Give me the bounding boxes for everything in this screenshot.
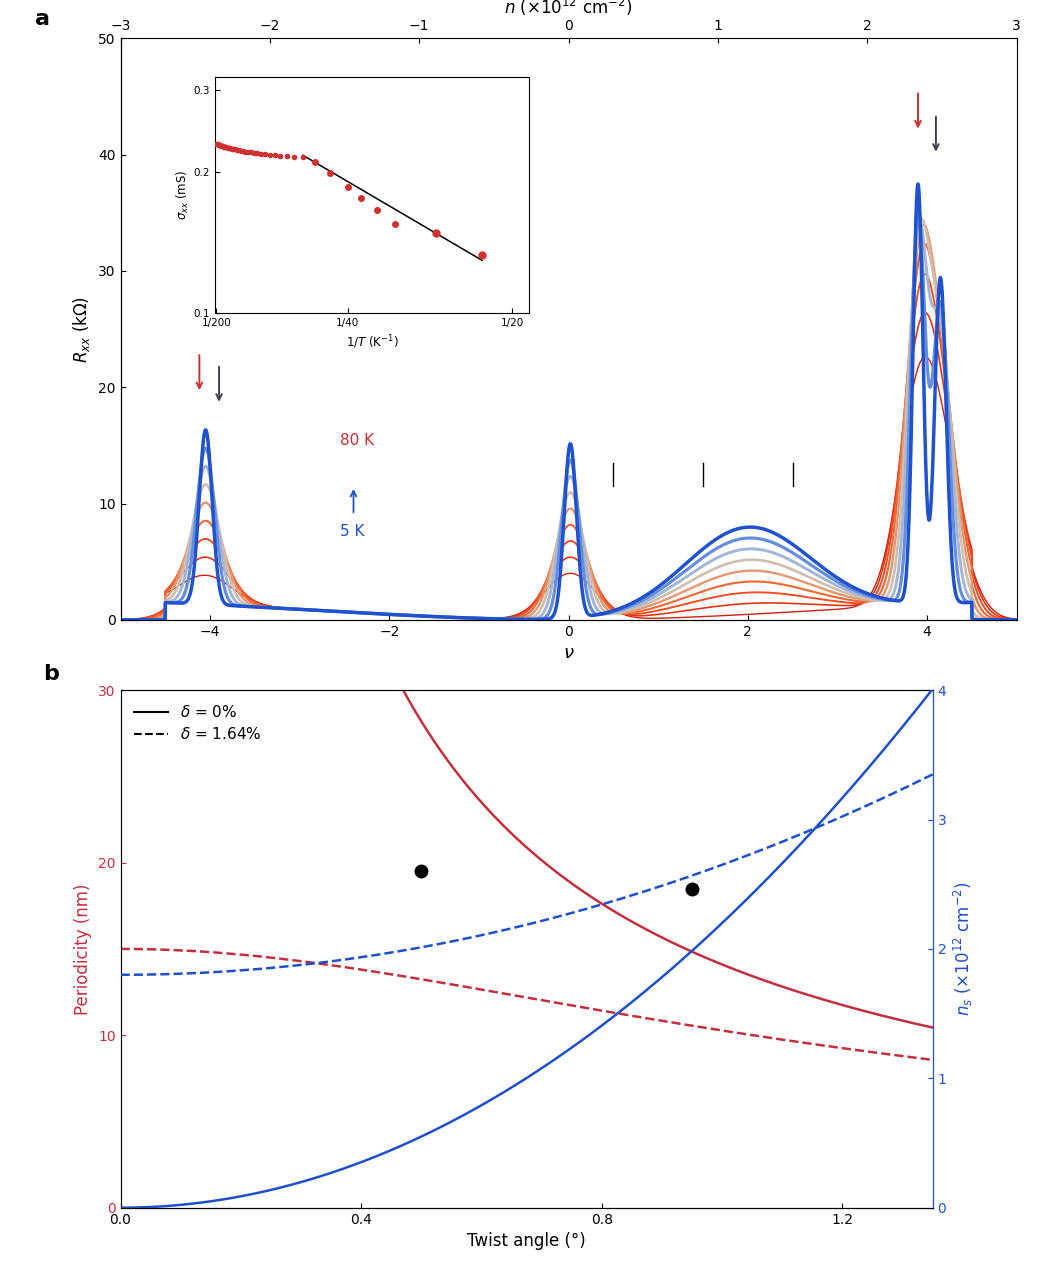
Y-axis label: $\sigma_{xx}$ (mS): $\sigma_{xx}$ (mS) [175,170,191,220]
X-axis label: Twist angle (°): Twist angle (°) [467,1232,586,1250]
Y-axis label: $R_{xx}$ (k$\Omega$): $R_{xx}$ (k$\Omega$) [71,295,92,363]
Y-axis label: Periodicity (nm): Periodicity (nm) [74,883,92,1015]
Legend: $\delta$ = 0%, $\delta$ = 1.64%: $\delta$ = 0%, $\delta$ = 1.64% [128,698,267,748]
X-axis label: $n$ ($\times$10$^{12}$ cm$^{-2}$): $n$ ($\times$10$^{12}$ cm$^{-2}$) [504,0,633,18]
Text: a: a [36,9,50,29]
X-axis label: $1/T$ (K$^{-1}$): $1/T$ (K$^{-1}$) [346,334,398,351]
Text: b: b [43,665,60,684]
Y-axis label: $n_s$ ($\times$10$^{12}$ cm$^{-2}$): $n_s$ ($\times$10$^{12}$ cm$^{-2}$) [952,882,975,1016]
X-axis label: $\nu$: $\nu$ [563,644,574,662]
Text: 80 K: 80 K [340,433,374,447]
Text: 5 K: 5 K [340,524,365,539]
